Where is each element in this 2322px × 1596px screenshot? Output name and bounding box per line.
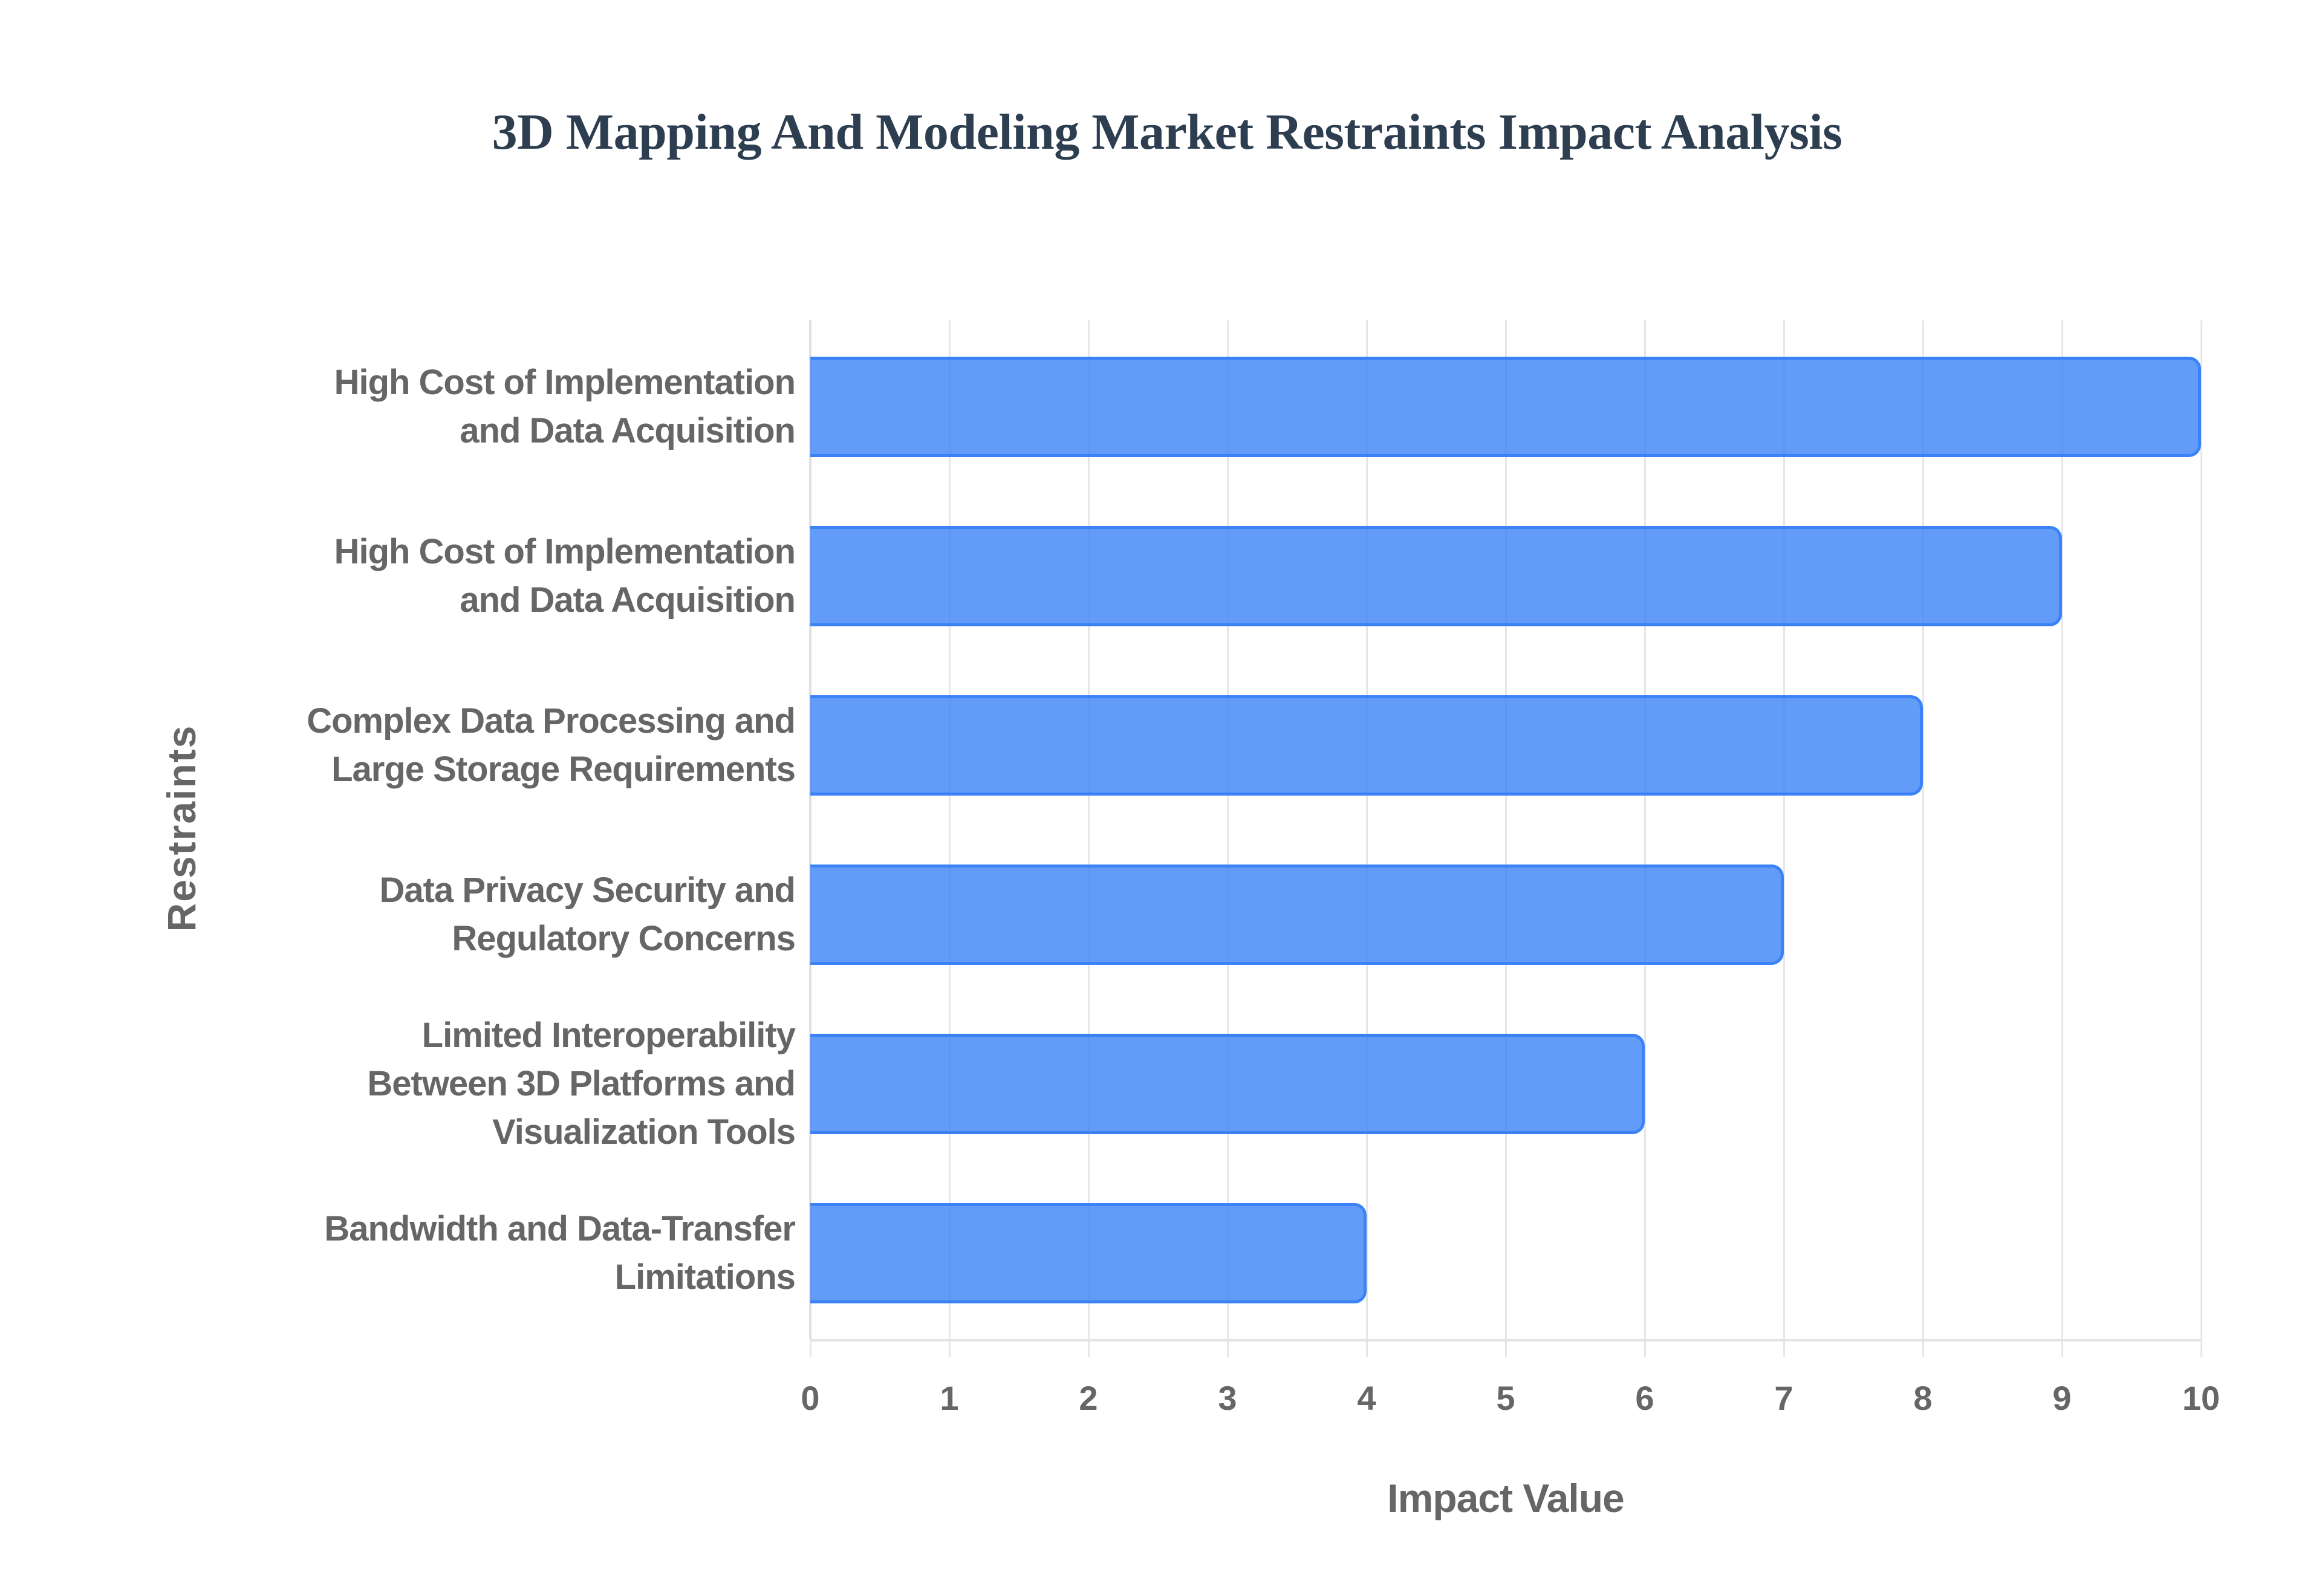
x-tick-label: 6 bbox=[1635, 1379, 1654, 1417]
gridline bbox=[1227, 320, 1229, 1357]
category-label-line: Data Privacy Security and bbox=[379, 871, 796, 910]
category-label-line: Bandwidth and Data-Transfer bbox=[324, 1209, 796, 1248]
gridline bbox=[949, 320, 951, 1357]
bar[interactable] bbox=[810, 526, 2062, 626]
y-axis-line bbox=[809, 320, 811, 1339]
x-tick-label: 8 bbox=[1913, 1379, 1933, 1417]
gridline bbox=[2061, 320, 2063, 1357]
x-tick-label: 1 bbox=[940, 1379, 959, 1417]
category-label-line: Visualization Tools bbox=[492, 1112, 796, 1152]
y-axis-title: Restraints bbox=[159, 724, 204, 932]
gridline bbox=[1088, 320, 1090, 1357]
bar[interactable] bbox=[810, 1203, 1367, 1303]
category-label-line: Limited Interoperability bbox=[421, 1016, 796, 1055]
gridline bbox=[1644, 320, 1646, 1357]
x-tick-label: 2 bbox=[1079, 1379, 1098, 1417]
category-label: High Cost of Implementation and Data Acqu… bbox=[251, 328, 796, 485]
x-tick-label: 4 bbox=[1357, 1379, 1376, 1417]
gridline bbox=[1505, 320, 1507, 1357]
bar[interactable] bbox=[810, 695, 1923, 796]
category-label-line: Complex Data Processing and bbox=[307, 701, 796, 741]
category-label-line: Large Storage Requirements bbox=[331, 750, 796, 789]
x-axis-line bbox=[810, 1339, 2201, 1341]
category-label: Bandwidth and Data-Transfer Limitations bbox=[251, 1175, 796, 1332]
x-tick-label: 10 bbox=[2182, 1379, 2220, 1417]
gridline bbox=[1922, 320, 1924, 1357]
category-label: Limited Interoperability Between 3D Platf… bbox=[251, 1005, 796, 1163]
category-label: Complex Data Processing and Large Storage… bbox=[251, 667, 796, 824]
bar[interactable] bbox=[810, 864, 1784, 965]
chart-title: 3D Mapping And Modeling Market Restraint… bbox=[492, 104, 1842, 160]
category-label-line: High Cost of Implementation bbox=[334, 532, 796, 571]
category-label-line: High Cost of Implementation bbox=[334, 363, 796, 402]
category-label-line: Regulatory Concerns bbox=[452, 919, 796, 958]
x-tick-label: 5 bbox=[1496, 1379, 1515, 1417]
x-tick-label: 9 bbox=[2052, 1379, 2072, 1417]
x-tick-label: 3 bbox=[1218, 1379, 1237, 1417]
gridline bbox=[2200, 320, 2202, 1357]
category-label-line: and Data Acquisition bbox=[460, 580, 796, 620]
category-label: Data Privacy Security and Regulatory Conc… bbox=[251, 836, 796, 993]
x-tick-label: 7 bbox=[1774, 1379, 1794, 1417]
category-label-line: Between 3D Platforms and bbox=[367, 1064, 796, 1103]
x-tick-label: 0 bbox=[801, 1379, 820, 1417]
bar[interactable] bbox=[810, 1034, 1645, 1134]
category-label-line: and Data Acquisition bbox=[460, 411, 796, 450]
category-label-line: Limitations bbox=[614, 1257, 796, 1297]
category-label: High Cost of Implementation and Data Acqu… bbox=[251, 498, 796, 655]
gridline bbox=[1366, 320, 1368, 1357]
x-axis-title: Impact Value bbox=[1387, 1476, 1625, 1520]
gridline bbox=[1783, 320, 1785, 1357]
bar[interactable] bbox=[810, 357, 2201, 457]
plot-area bbox=[809, 320, 2202, 1357]
